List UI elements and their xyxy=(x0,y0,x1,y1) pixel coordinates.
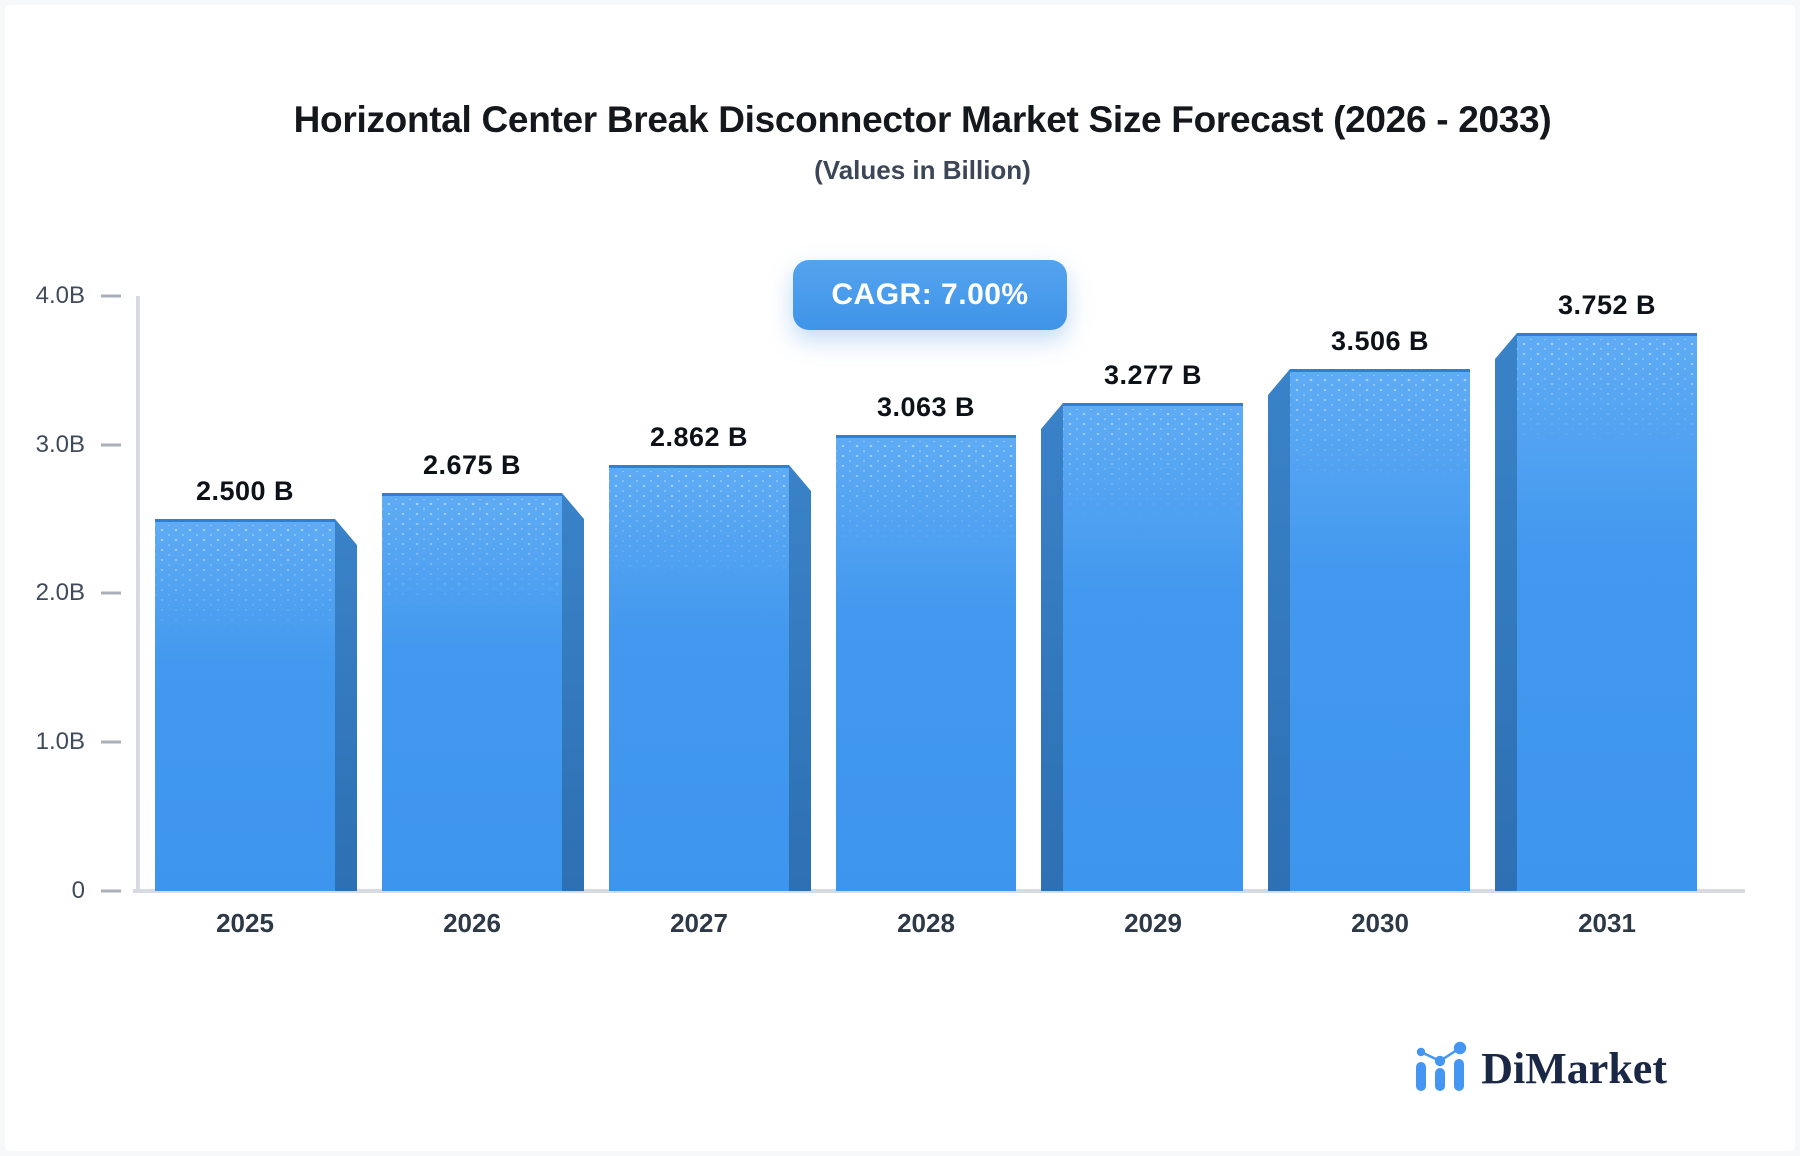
bar-value-label-2028: 3.063 B xyxy=(876,392,976,422)
y-axis-tick-label: 4.0B xyxy=(35,281,85,309)
mini-bar-chart-logo-icon xyxy=(1416,1041,1467,1091)
bar-value-label-2027: 2.862 B xyxy=(649,422,749,452)
bar-2026 xyxy=(382,493,562,891)
y-axis-tick-mark xyxy=(101,889,121,893)
bar-value-label-2030: 3.506 B xyxy=(1330,326,1430,356)
chart-title: Horizontal Center Break Disconnector Mar… xyxy=(293,99,1552,140)
bar-2031 xyxy=(1517,333,1697,891)
bar-value-label-2026: 2.675 B xyxy=(422,450,522,480)
bar-value-label-2031: 3.752 B xyxy=(1557,290,1657,320)
y-axis-tick-label: 0 xyxy=(71,877,85,904)
x-axis-line xyxy=(133,889,1745,893)
bar-3d-side-2025 xyxy=(335,519,357,891)
y-axis-tick-label: 2.0B xyxy=(35,579,85,607)
bar-2029 xyxy=(1063,403,1243,891)
bar-texture xyxy=(1290,375,1470,485)
y-axis-line xyxy=(136,296,140,891)
bar-3d-side-2031 xyxy=(1495,333,1517,891)
bar-texture xyxy=(1063,409,1243,519)
y-axis-tick-label: 1.0B xyxy=(35,728,85,756)
bar-value-label-2025: 2.500 B xyxy=(195,476,295,506)
x-axis-label-2027: 2027 xyxy=(670,908,728,938)
bar-2025 xyxy=(155,519,335,891)
bar-3d-side-2026 xyxy=(562,493,584,891)
bar-3d-side-2029 xyxy=(1041,403,1063,891)
x-axis-label-2026: 2026 xyxy=(443,908,501,938)
x-axis-label-2028: 2028 xyxy=(897,908,955,938)
bar-3d-side-2030 xyxy=(1268,369,1290,891)
chart-card: Horizontal Center Break Disconnector Mar… xyxy=(5,5,1795,1151)
bar-texture xyxy=(609,471,789,581)
cagr-badge: CAGR: 7.00% xyxy=(793,260,1067,330)
x-axis-label-2025: 2025 xyxy=(216,908,274,938)
x-axis-label-2031: 2031 xyxy=(1578,908,1636,938)
bar-texture xyxy=(836,441,1016,551)
y-axis-tick-mark xyxy=(101,740,121,744)
bar-2027 xyxy=(609,465,789,891)
bar-texture xyxy=(382,499,562,609)
y-axis-tick-mark xyxy=(101,294,121,298)
bar-texture xyxy=(1517,339,1697,449)
bar-value-label-2029: 3.277 B xyxy=(1103,360,1203,390)
bar-2030 xyxy=(1290,369,1470,891)
bar-3d-side-2027 xyxy=(789,465,811,891)
y-axis-tick-mark xyxy=(101,591,121,595)
cagr-badge-label: CAGR: 7.00% xyxy=(831,278,1029,311)
brand-logo: DiMarket xyxy=(1414,1035,1667,1091)
brand-name: DiMarket xyxy=(1481,1044,1667,1093)
bar-2028 xyxy=(836,435,1016,891)
y-axis-tick-label: 3.0B xyxy=(35,430,85,458)
chart-subtitle: (Values in Billion) xyxy=(814,155,1031,185)
bar-texture xyxy=(155,525,335,635)
x-axis-label-2029: 2029 xyxy=(1124,908,1182,938)
y-axis-tick-mark xyxy=(101,443,121,447)
x-axis-label-2030: 2030 xyxy=(1351,908,1409,938)
